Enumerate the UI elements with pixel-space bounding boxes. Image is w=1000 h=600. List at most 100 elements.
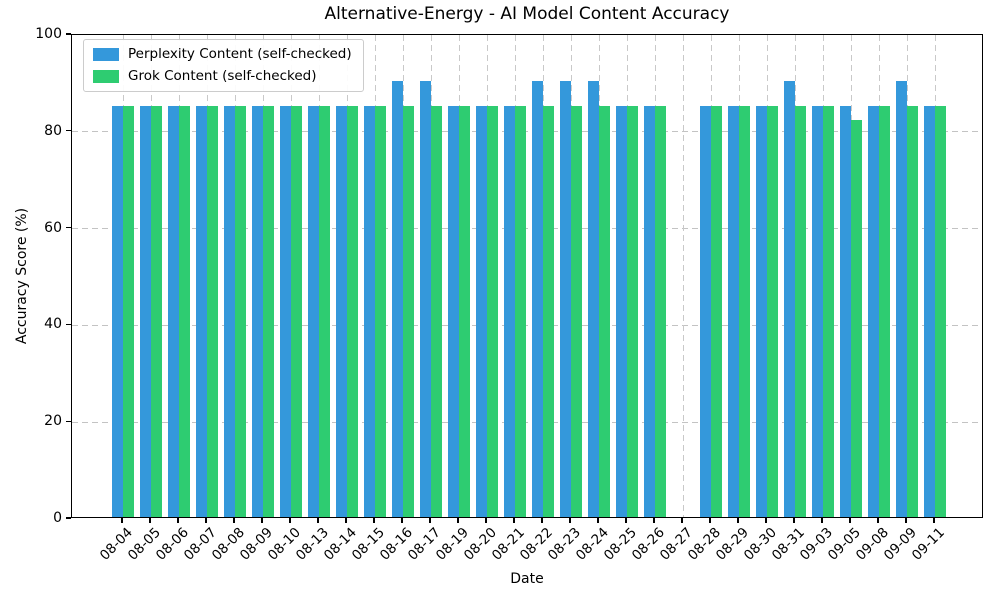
y-gridline-80 <box>72 131 982 133</box>
x-tick-08-25 <box>625 518 627 523</box>
x-tick-08-15 <box>373 518 375 523</box>
bar-grok-08-21 <box>515 105 526 517</box>
y-tick-0 <box>66 517 71 519</box>
bar-grok-08-19 <box>459 105 470 517</box>
bar-perplexity-09-11 <box>924 105 935 517</box>
bar-perplexity-08-07 <box>196 105 207 517</box>
x-tick-09-05 <box>849 518 851 523</box>
x-tick-08-19 <box>457 518 459 523</box>
bar-grok-08-23 <box>571 105 582 517</box>
bar-perplexity-08-15 <box>364 105 375 517</box>
bar-perplexity-08-28 <box>700 105 711 517</box>
y-tick-label-20: 20 <box>44 413 62 430</box>
bar-grok-09-09 <box>907 105 918 517</box>
x-tick-08-23 <box>569 518 571 523</box>
bar-perplexity-08-29 <box>728 105 739 517</box>
bar-grok-09-05 <box>851 120 862 517</box>
bar-perplexity-08-08 <box>224 105 235 517</box>
bar-grok-08-30 <box>767 105 778 517</box>
chart-title: Alternative-Energy - AI Model Content Ac… <box>324 4 730 24</box>
bar-perplexity-08-26 <box>644 105 655 517</box>
bar-grok-08-29 <box>739 105 750 517</box>
bar-grok-08-07 <box>207 105 218 517</box>
x-tick-08-08 <box>233 518 235 523</box>
bar-perplexity-08-31 <box>784 81 795 517</box>
legend-label-grok: Grok Content (self-checked) <box>128 67 317 84</box>
bar-perplexity-08-16 <box>392 81 403 517</box>
y-tick-100 <box>66 33 71 35</box>
y-gridline-40 <box>72 324 982 326</box>
y-gridline-20 <box>72 421 982 423</box>
bar-perplexity-08-30 <box>756 105 767 517</box>
y-tick-80 <box>66 130 71 132</box>
x-tick-09-08 <box>877 518 879 523</box>
x-tick-08-31 <box>793 518 795 523</box>
y-tick-40 <box>66 323 71 326</box>
x-tick-08-16 <box>401 518 403 523</box>
bar-perplexity-08-23 <box>560 81 571 517</box>
bar-perplexity-08-20 <box>476 105 487 517</box>
x-tick-08-30 <box>765 518 767 523</box>
bar-grok-08-14 <box>347 105 358 517</box>
bar-grok-08-20 <box>487 105 498 517</box>
y-gridline-60 <box>72 228 982 230</box>
y-tick-label-0: 0 <box>53 510 62 526</box>
legend-item-perplexity: Perplexity Content (self-checked) <box>93 46 352 63</box>
legend-swatch-grok <box>93 69 119 83</box>
x-tick-08-26 <box>653 518 655 523</box>
bar-perplexity-08-25 <box>616 105 627 517</box>
bar-grok-08-16 <box>403 105 414 517</box>
bar-perplexity-09-09 <box>896 81 907 517</box>
bar-grok-08-10 <box>291 105 302 517</box>
bar-perplexity-08-09 <box>252 105 263 517</box>
x-tick-09-11 <box>933 518 935 523</box>
bar-grok-08-09 <box>263 105 274 517</box>
bar-grok-08-25 <box>627 105 638 517</box>
bar-grok-08-06 <box>179 105 190 517</box>
y-tick-label-60: 60 <box>44 219 62 236</box>
bar-perplexity-08-10 <box>280 105 291 517</box>
x-tick-08-29 <box>737 518 739 523</box>
x-tick-08-05 <box>149 518 151 523</box>
bar-grok-09-08 <box>879 105 890 517</box>
bar-grok-08-17 <box>431 105 442 517</box>
bar-grok-08-26 <box>655 105 666 517</box>
x-gridline-08-27 <box>682 35 684 517</box>
x-tick-08-09 <box>261 518 263 523</box>
y-tick-label-40: 40 <box>44 316 62 333</box>
bar-perplexity-08-21 <box>504 105 515 517</box>
bar-perplexity-09-05 <box>840 105 851 517</box>
x-tick-08-28 <box>709 518 711 523</box>
x-tick-08-27 <box>681 518 683 523</box>
x-tick-08-17 <box>429 518 431 523</box>
bar-grok-08-22 <box>543 105 554 517</box>
bar-grok-09-03 <box>823 105 834 517</box>
bar-grok-09-11 <box>935 105 946 517</box>
plot-area: Perplexity Content (self-checked) Grok C… <box>71 34 983 518</box>
bar-perplexity-08-04 <box>112 105 123 517</box>
x-axis-label: Date <box>510 571 544 587</box>
bar-perplexity-08-06 <box>168 105 179 517</box>
y-tick-60 <box>66 226 71 229</box>
bar-grok-08-31 <box>795 105 806 517</box>
bar-perplexity-08-13 <box>308 105 319 517</box>
bar-grok-08-13 <box>319 105 330 517</box>
x-tick-09-03 <box>821 518 823 523</box>
x-tick-08-10 <box>289 518 291 523</box>
y-tick-label-80: 80 <box>44 122 62 139</box>
y-tick-label-100: 100 <box>35 26 62 42</box>
bar-grok-08-28 <box>711 105 722 517</box>
y-tick-20 <box>66 420 71 422</box>
x-tick-08-07 <box>205 518 207 523</box>
legend-swatch-perplexity <box>93 48 119 62</box>
x-tick-08-20 <box>485 518 487 523</box>
bar-grok-08-05 <box>151 105 162 517</box>
x-tick-08-21 <box>513 518 515 523</box>
x-tick-08-06 <box>177 518 179 523</box>
legend: Perplexity Content (self-checked) Grok C… <box>83 39 364 93</box>
bar-perplexity-08-17 <box>420 81 431 517</box>
bar-perplexity-08-24 <box>588 81 599 517</box>
x-tick-08-24 <box>597 518 599 523</box>
bar-perplexity-08-19 <box>448 105 459 517</box>
